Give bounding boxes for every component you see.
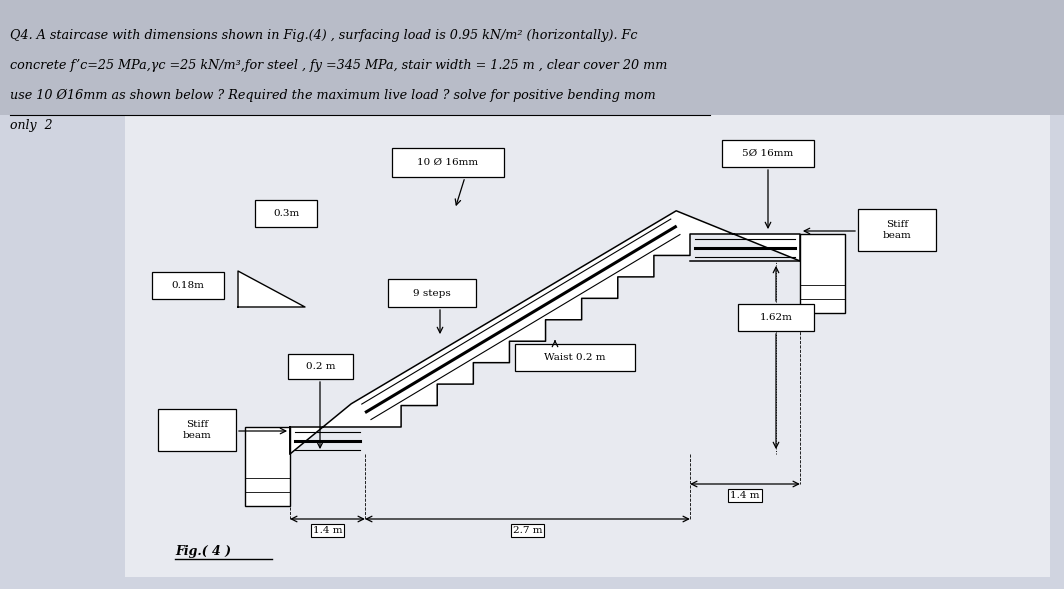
Text: 1.62m: 1.62m: [760, 313, 793, 322]
Bar: [245, 427, 290, 506]
Text: 9 steps: 9 steps: [413, 289, 451, 297]
Text: concrete f’c=25 MPa,γc =25 kN/m³,for steel , fy =345 MPa, stair width = 1.25 m ,: concrete f’c=25 MPa,γc =25 kN/m³,for ste…: [10, 59, 667, 72]
Bar: [392, 148, 504, 177]
Text: Stiff
beam: Stiff beam: [883, 220, 912, 240]
Text: only  2: only 2: [10, 119, 52, 132]
Text: 0.3m: 0.3m: [272, 209, 299, 218]
Bar: [124, 115, 1050, 577]
Bar: [515, 344, 635, 371]
Text: Waist 0.2 m: Waist 0.2 m: [545, 353, 605, 362]
Polygon shape: [238, 271, 305, 307]
Text: 0.2 m: 0.2 m: [305, 362, 335, 371]
Bar: [0, 0, 1064, 115]
Bar: [738, 304, 814, 331]
Text: use 10 Ø16mm as shown below ? Required the maximum live load ? solve for positiv: use 10 Ø16mm as shown below ? Required t…: [10, 89, 655, 102]
Bar: [800, 234, 845, 313]
Bar: [288, 354, 353, 379]
Text: Fig.( 4 ): Fig.( 4 ): [174, 544, 231, 558]
Text: 10 Ø 16mm: 10 Ø 16mm: [417, 158, 479, 167]
Text: 5Ø 16mm: 5Ø 16mm: [743, 149, 794, 158]
Text: Stiff
beam: Stiff beam: [183, 421, 212, 440]
Bar: [255, 200, 317, 227]
Text: 1.4 m: 1.4 m: [313, 526, 343, 535]
Bar: [858, 209, 936, 251]
Text: Q4. A staircase with dimensions shown in Fig.(4) , surfacing load is 0.95 kN/m² : Q4. A staircase with dimensions shown in…: [10, 29, 637, 42]
Text: 1.4 m: 1.4 m: [730, 491, 760, 500]
Bar: [722, 140, 814, 167]
Bar: [157, 409, 236, 451]
Text: 2.7 m: 2.7 m: [513, 526, 543, 535]
Text: 0.18m: 0.18m: [171, 281, 204, 290]
Bar: [152, 272, 225, 299]
Polygon shape: [290, 211, 800, 454]
Bar: [388, 279, 476, 307]
